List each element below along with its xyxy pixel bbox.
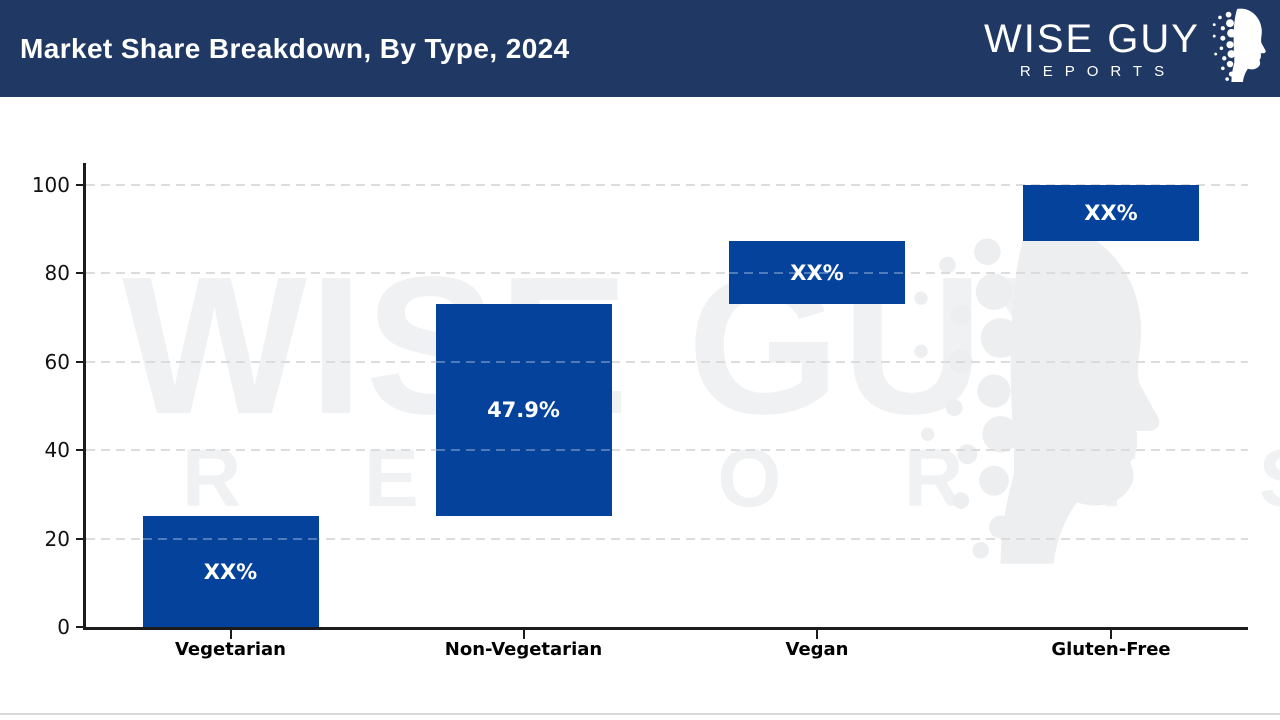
y-tick-label-100: 100 xyxy=(31,173,70,197)
y-tick-100 xyxy=(76,184,86,186)
x-axis-line xyxy=(83,627,1248,630)
y-tick-label-40: 40 xyxy=(44,438,70,463)
page-title: Market Share Breakdown, By Type, 2024 xyxy=(20,32,570,64)
y-axis-line xyxy=(83,163,86,630)
bar-label-gluten-free: XX% xyxy=(1084,201,1138,226)
x-tick-vegetarian xyxy=(229,630,232,639)
x-tick-vegan xyxy=(816,630,818,639)
brand-face-icon xyxy=(1212,8,1266,82)
x-tick-gluten-free xyxy=(1110,630,1112,639)
x-tick-label-gluten-free: Gluten-Free xyxy=(1051,639,1171,660)
y-tick-label-20: 20 xyxy=(44,526,70,551)
bar-label-vegetarian: XX% xyxy=(203,559,258,584)
y-tick-20 xyxy=(76,537,86,540)
bar-gluten-free: XX% xyxy=(1023,185,1199,242)
bar-label-vegan: XX% xyxy=(790,260,844,285)
header-bar: Market Share Breakdown, By Type, 2024 WI… xyxy=(0,0,1280,97)
y-tick-label-0: 0 xyxy=(57,615,70,639)
x-tick-label-vegan: Vegan xyxy=(785,639,849,660)
y-tick-label-60: 60 xyxy=(44,349,70,374)
y-tick-60 xyxy=(76,360,86,363)
gridline-60 xyxy=(86,360,1248,363)
y-tick-80 xyxy=(76,272,86,275)
x-tick-non-vegetarian xyxy=(522,630,525,639)
y-tick-label-80: 80 xyxy=(44,261,70,286)
gridline-100 xyxy=(86,184,1248,186)
bar-label-non-vegetarian: 47.9% xyxy=(487,398,560,423)
bar-gridline-80 xyxy=(729,272,905,275)
y-tick-40 xyxy=(76,449,86,452)
bar-gridline-40 xyxy=(435,449,612,452)
bar-vegan: XX% xyxy=(729,241,905,305)
brand-logo-wordmark: WISE GUY REPORTS xyxy=(984,19,1200,79)
bar-gridline-20 xyxy=(142,537,319,540)
brand-logo-line1: WISE GUY xyxy=(983,16,1200,61)
x-tick-label-non-vegetarian: Non-Vegetarian xyxy=(444,639,603,660)
gridline-80 xyxy=(86,272,1248,275)
y-tick-0 xyxy=(76,626,86,628)
bar-non-vegetarian: 47.9% xyxy=(435,304,612,517)
bar-vegetarian: XX% xyxy=(142,516,319,627)
bottom-divider xyxy=(0,713,1280,715)
x-tick-label-vegetarian: Vegetarian xyxy=(174,639,286,660)
gridline-20 xyxy=(86,537,1248,540)
gridline-40 xyxy=(86,449,1248,452)
bar-gridline-60 xyxy=(435,360,612,363)
brand-logo: WISE GUY REPORTS xyxy=(984,6,1266,92)
brand-logo-line2: REPORTS xyxy=(1019,62,1177,80)
